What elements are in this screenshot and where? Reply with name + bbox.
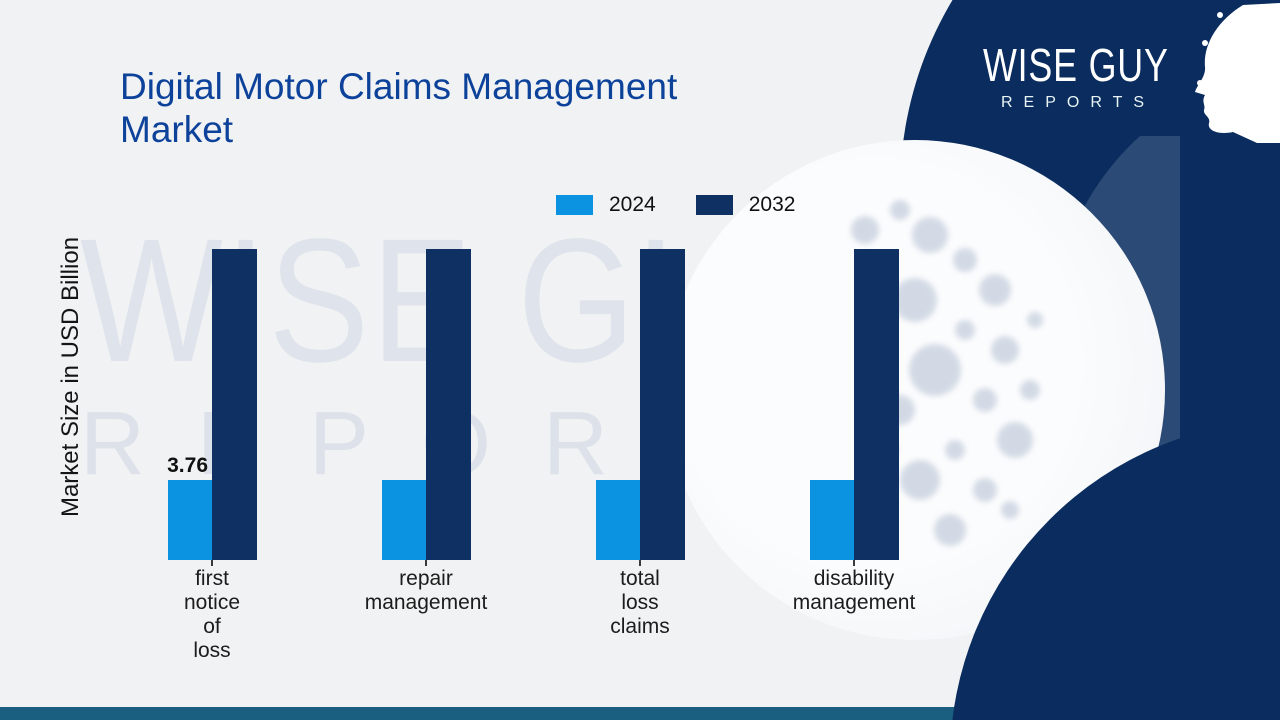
bar-2032-2 [426,249,471,560]
bar-2024-2 [382,480,426,560]
legend-label: 2032 [748,193,796,216]
legend-item-2032: 2032 [695,193,796,217]
bar-2032-1 [212,249,257,560]
legend-swatch-2024 [556,195,593,215]
bar-2024-4 [810,480,854,560]
legend-swatch-2032 [695,195,733,215]
category-label: repair management [364,567,488,615]
x-axis-tick [639,560,641,566]
bar-2032-3 [640,249,685,560]
category-label: disability management [792,567,916,615]
category-label: first notice of loss [183,567,241,663]
category-label: total loss claims [610,567,670,639]
legend: 2024 2032 [556,193,795,217]
page-title: Digital Motor Claims Management Market [120,65,678,151]
x-axis-tick [853,560,855,566]
bar-value-label: 3.76 [167,454,208,477]
legend-label: 2024 [609,193,656,216]
x-axis-tick [425,560,427,566]
legend-item-2024: 2024 [556,193,656,217]
x-axis-tick [211,560,213,566]
bar-2024-1 [168,480,212,560]
bar-2032-4 [854,249,899,560]
y-axis-label: Market Size in USD Billion [57,236,84,518]
bar-2024-3 [596,480,640,560]
